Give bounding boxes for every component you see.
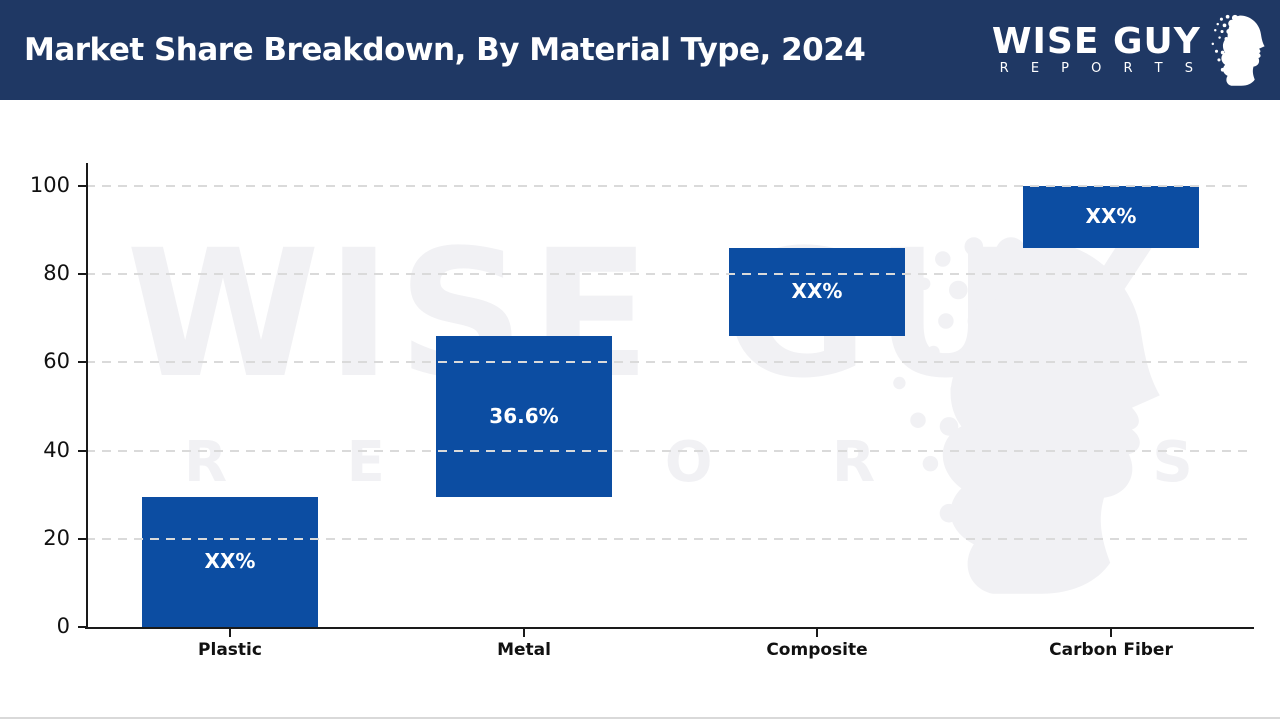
logo-text: WISE GUY R E P O R T S [991, 21, 1202, 77]
head-profile-icon [1204, 13, 1266, 87]
gridline-80 [86, 273, 1254, 276]
chart-plot-area: WISE GUY R E P O R T S 0 20 40 60 80 100 XX% Pl… [0, 100, 1280, 718]
x-tick-composite [816, 629, 818, 637]
y-tick-label-60: 60 [43, 349, 70, 374]
x-tick-metal [523, 629, 525, 637]
gridline-20 [86, 537, 1254, 540]
wise-guy-reports-logo: WISE GUY R E P O R T S [991, 13, 1266, 87]
y-tick-60 [78, 361, 86, 364]
bar-label-plastic: XX% [204, 549, 256, 574]
logo-subtitle: R E P O R T S [999, 61, 1202, 76]
x-tick-plastic [229, 629, 231, 637]
y-tick-40 [78, 449, 86, 452]
bar-carbon-fiber [1023, 186, 1199, 248]
bottom-divider [0, 717, 1280, 719]
y-tick-80 [78, 273, 86, 276]
x-axis-line [85, 627, 1254, 629]
bar-label-metal: 36.6% [489, 403, 559, 428]
bar-composite [729, 247, 905, 336]
x-tick-label-plastic: Plastic [198, 640, 262, 660]
gridline-60 [86, 361, 1254, 364]
x-tick-label-metal: Metal [497, 640, 551, 660]
bar-label-composite: XX% [791, 278, 843, 303]
y-tick-20 [78, 537, 86, 540]
gridline-100 [86, 185, 1254, 187]
y-tick-label-0: 0 [56, 614, 70, 638]
x-tick-label-carbon-fiber: Carbon Fiber [1049, 640, 1173, 660]
y-tick-100 [78, 185, 86, 187]
y-tick-label-80: 80 [43, 261, 70, 286]
y-tick-0 [78, 626, 86, 628]
y-axis-line [86, 163, 88, 629]
x-tick-label-composite: Composite [766, 640, 868, 660]
logo-wordmark: WISE GUY [991, 21, 1201, 62]
bar-plastic [142, 497, 318, 627]
y-tick-label-20: 20 [43, 525, 70, 550]
x-tick-carbon-fiber [1110, 629, 1112, 637]
gridline-40 [86, 449, 1254, 452]
header-bar: Market Share Breakdown, By Material Type… [0, 0, 1280, 100]
chart-title: Market Share Breakdown, By Material Type… [24, 32, 866, 68]
bar-label-carbon-fiber: XX% [1085, 203, 1137, 228]
y-tick-label-40: 40 [43, 437, 70, 462]
y-tick-label-100: 100 [29, 173, 70, 197]
